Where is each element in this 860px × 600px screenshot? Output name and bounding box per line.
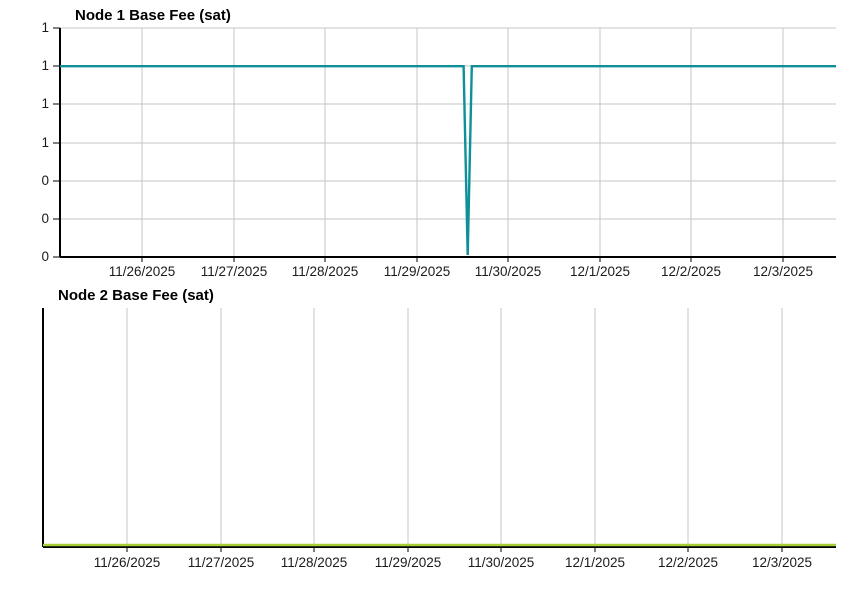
- node1-x-tick-label: 11/27/2025: [200, 264, 268, 279]
- node1-y-tick-label: 0: [41, 211, 49, 226]
- node2-x-tick-label: 11/30/2025: [467, 555, 535, 570]
- node2-x-tick-label: 12/2/2025: [657, 555, 719, 570]
- node1-x-tick-label: 12/3/2025: [752, 264, 814, 279]
- node2-x-tick-label: 11/28/2025: [280, 555, 348, 570]
- node1-x-tick-label: 11/26/2025: [108, 264, 176, 279]
- node2-x-tick-label: 12/3/2025: [751, 555, 813, 570]
- node1-y-tick-label: 0: [41, 249, 49, 264]
- node1-y-tick-label: 1: [41, 96, 49, 111]
- node1-chart-title: Node 1 Base Fee (sat): [75, 7, 231, 24]
- node2-x-tick-label: 11/27/2025: [187, 555, 255, 570]
- node1-x-tick-label: 12/1/2025: [569, 264, 631, 279]
- node2-x-tick-label: 11/29/2025: [374, 555, 442, 570]
- node1-x-tick-label: 11/30/2025: [474, 264, 542, 279]
- node1-y-tick-label: 1: [41, 135, 49, 150]
- node2-x-tick-label: 12/1/2025: [564, 555, 626, 570]
- node1-y-tick-label: 1: [41, 58, 49, 73]
- node2-x-tick-label: 11/26/2025: [93, 555, 161, 570]
- node1-y-tick-label: 0: [41, 173, 49, 188]
- node1-x-tick-label: 11/29/2025: [383, 264, 451, 279]
- node1-x-tick-label: 11/28/2025: [291, 264, 359, 279]
- node1-series-line: [60, 64, 836, 256]
- node1-y-tick-label: 1: [41, 20, 49, 35]
- node1-x-tick-label: 12/2/2025: [660, 264, 722, 279]
- node2-chart-title: Node 2 Base Fee (sat): [58, 287, 214, 304]
